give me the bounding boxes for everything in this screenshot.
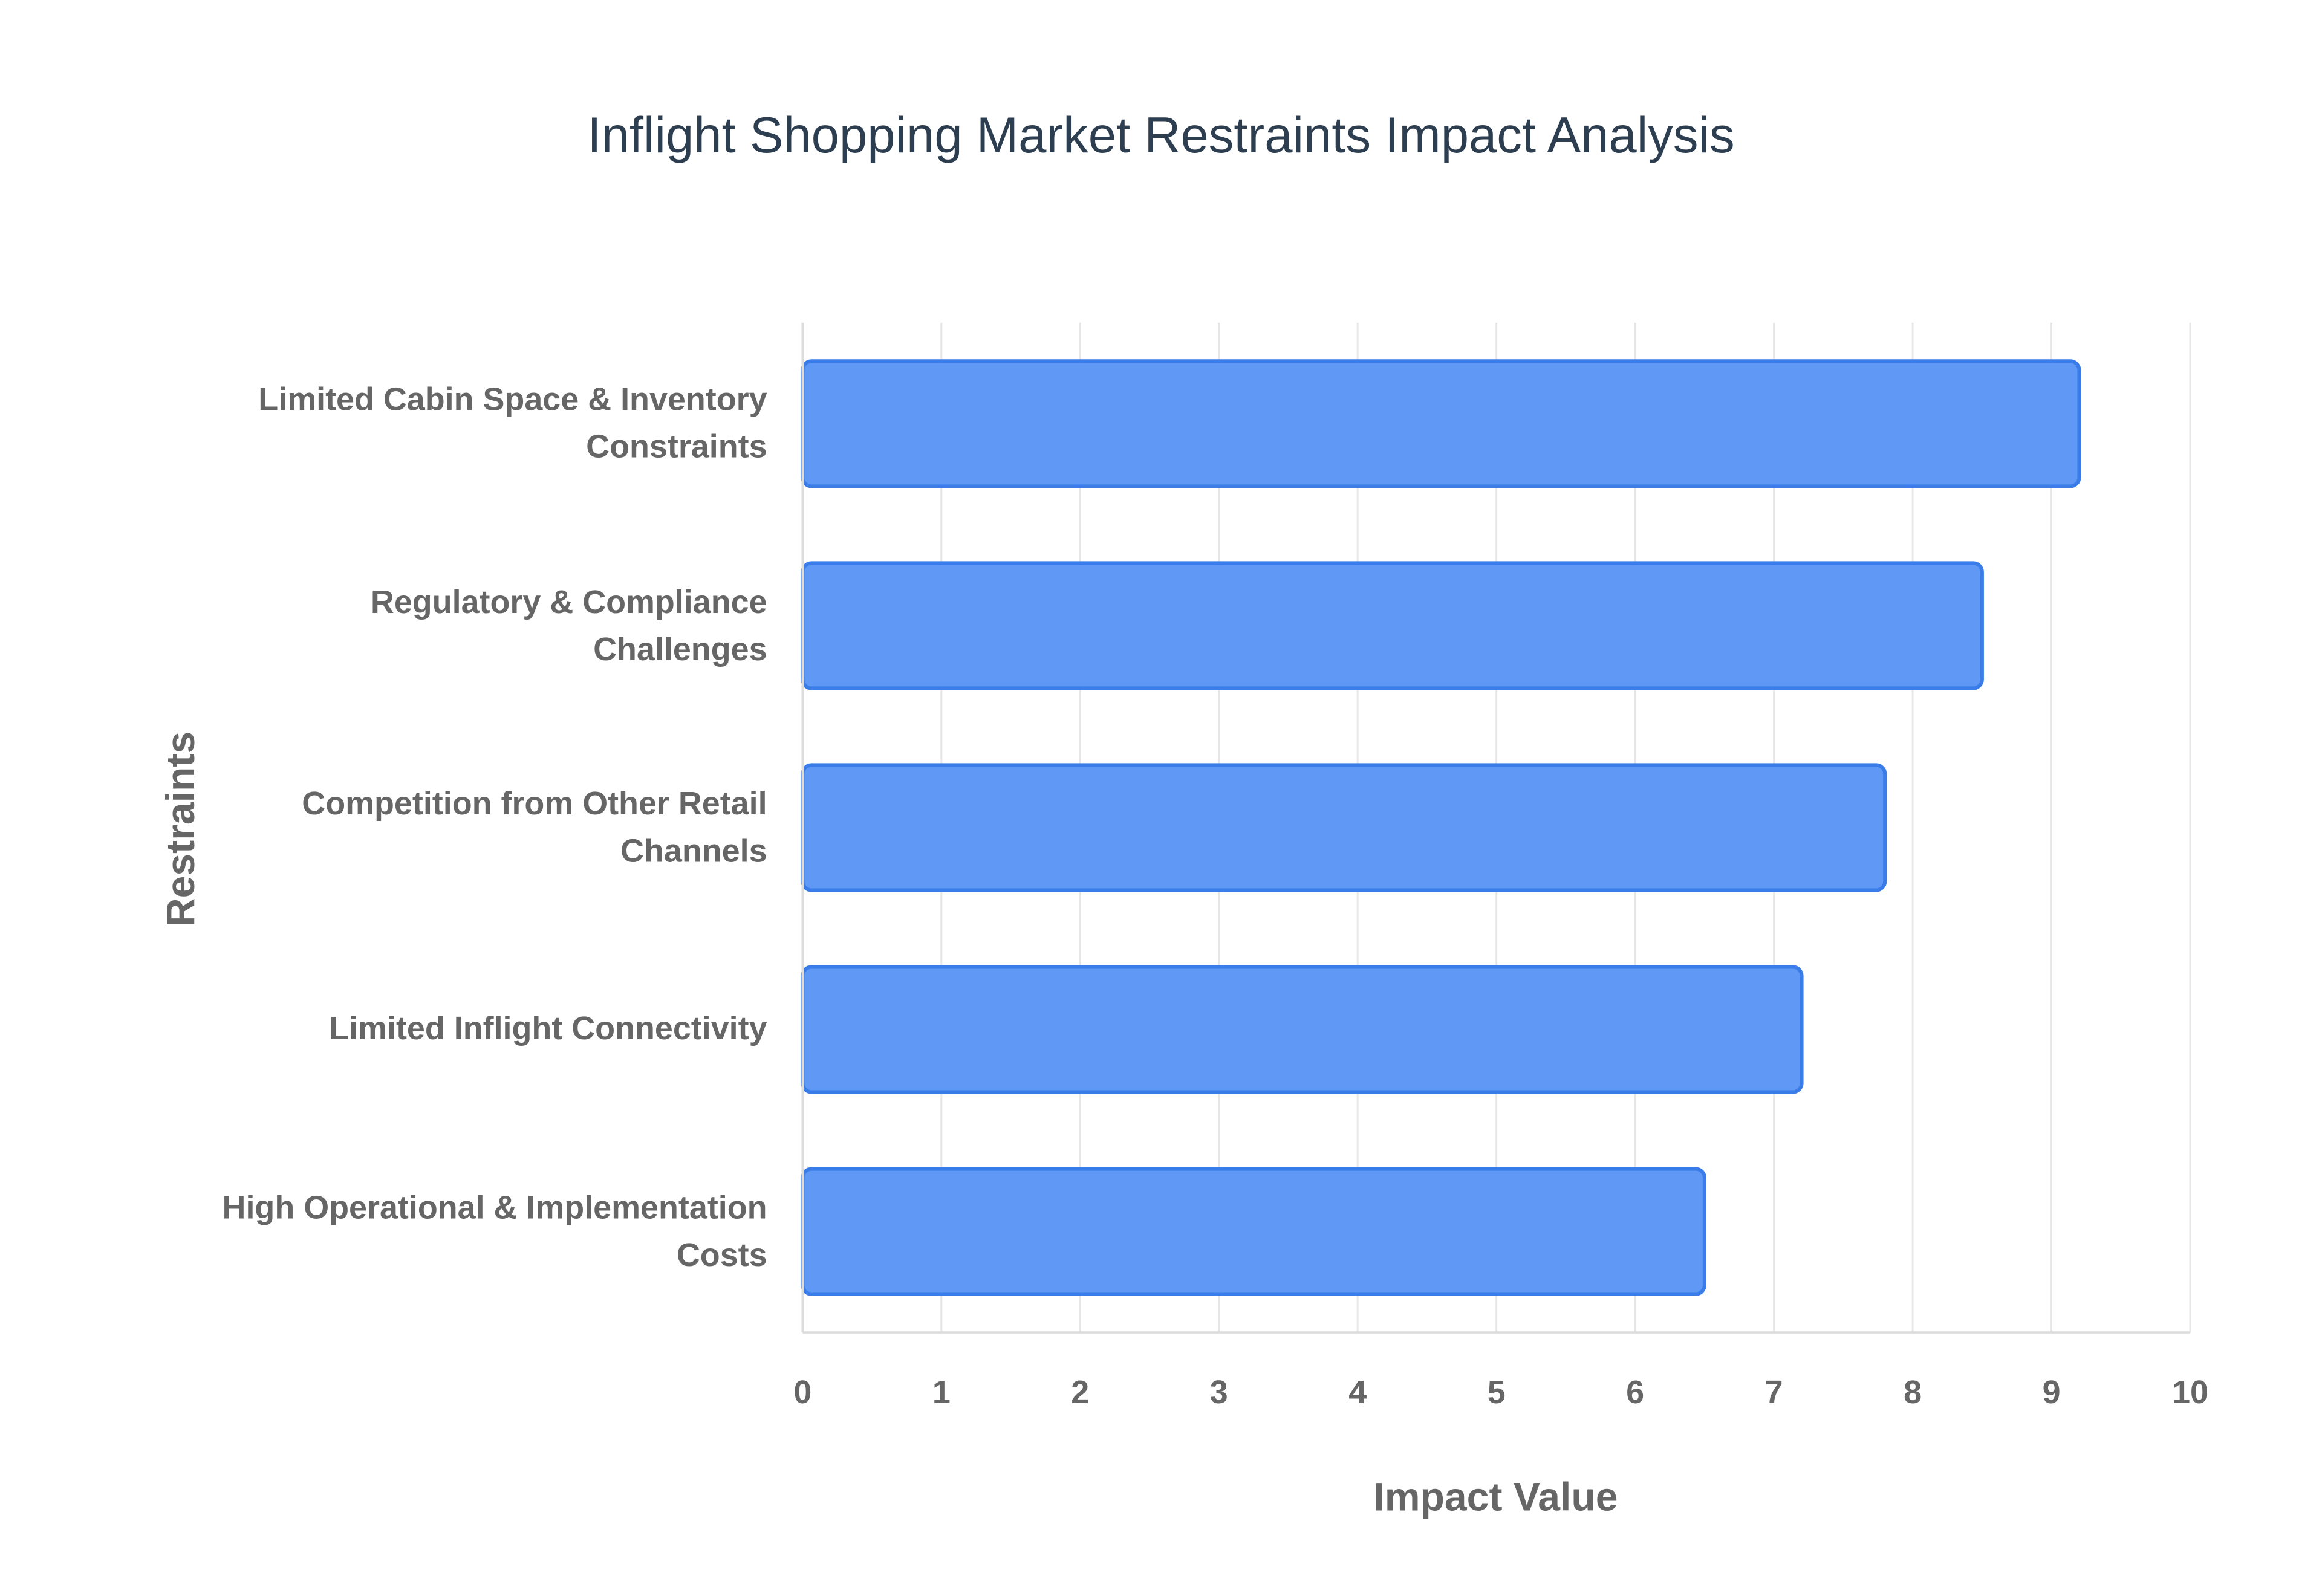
y-tick-label: Competition from Other Retail Channels [302, 784, 767, 869]
x-tick-label: 8 [1904, 1374, 1922, 1410]
x-axis-label: Impact Value [1373, 1474, 1618, 1519]
x-tick-label: 0 [793, 1374, 811, 1410]
y-tick-label-box: High Operational & Implementation Costs [222, 1189, 767, 1273]
x-tick-label: 1 [932, 1374, 951, 1410]
bar [801, 561, 1984, 690]
y-tick-label-box: Limited Inflight Connectivity [329, 1010, 767, 1048]
x-tick-label: 5 [1488, 1374, 1506, 1410]
bar [801, 965, 1804, 1094]
y-tick-label: High Operational & Implementation Costs [222, 1189, 767, 1273]
y-axis-label: Restraints [158, 731, 203, 927]
x-tick-label: 2 [1071, 1374, 1089, 1410]
x-tick-label: 3 [1210, 1374, 1228, 1410]
y-tick-label-box: Regulatory & Compliance Challenges [370, 582, 767, 667]
y-tick-label: Regulatory & Compliance Challenges [370, 582, 767, 667]
x-tick-label: 9 [2043, 1374, 2061, 1410]
bar [801, 1167, 1706, 1296]
x-tick-label: 10 [2172, 1374, 2208, 1410]
y-tick-label: Limited Inflight Connectivity [329, 1010, 767, 1048]
bar [801, 763, 1887, 892]
x-tick-label: 4 [1348, 1374, 1367, 1410]
y-tick-label-box: Competition from Other Retail Channels [302, 784, 767, 869]
x-tick-label: 6 [1626, 1374, 1644, 1410]
bar [801, 359, 2081, 488]
x-tick-label: 7 [1765, 1374, 1783, 1410]
chart-title: Inflight Shopping Market Restraints Impa… [587, 107, 1734, 163]
y-tick-label-box: Limited Cabin Space & Inventory Constrai… [258, 380, 767, 465]
y-tick-label: Limited Cabin Space & Inventory Constrai… [258, 380, 767, 465]
